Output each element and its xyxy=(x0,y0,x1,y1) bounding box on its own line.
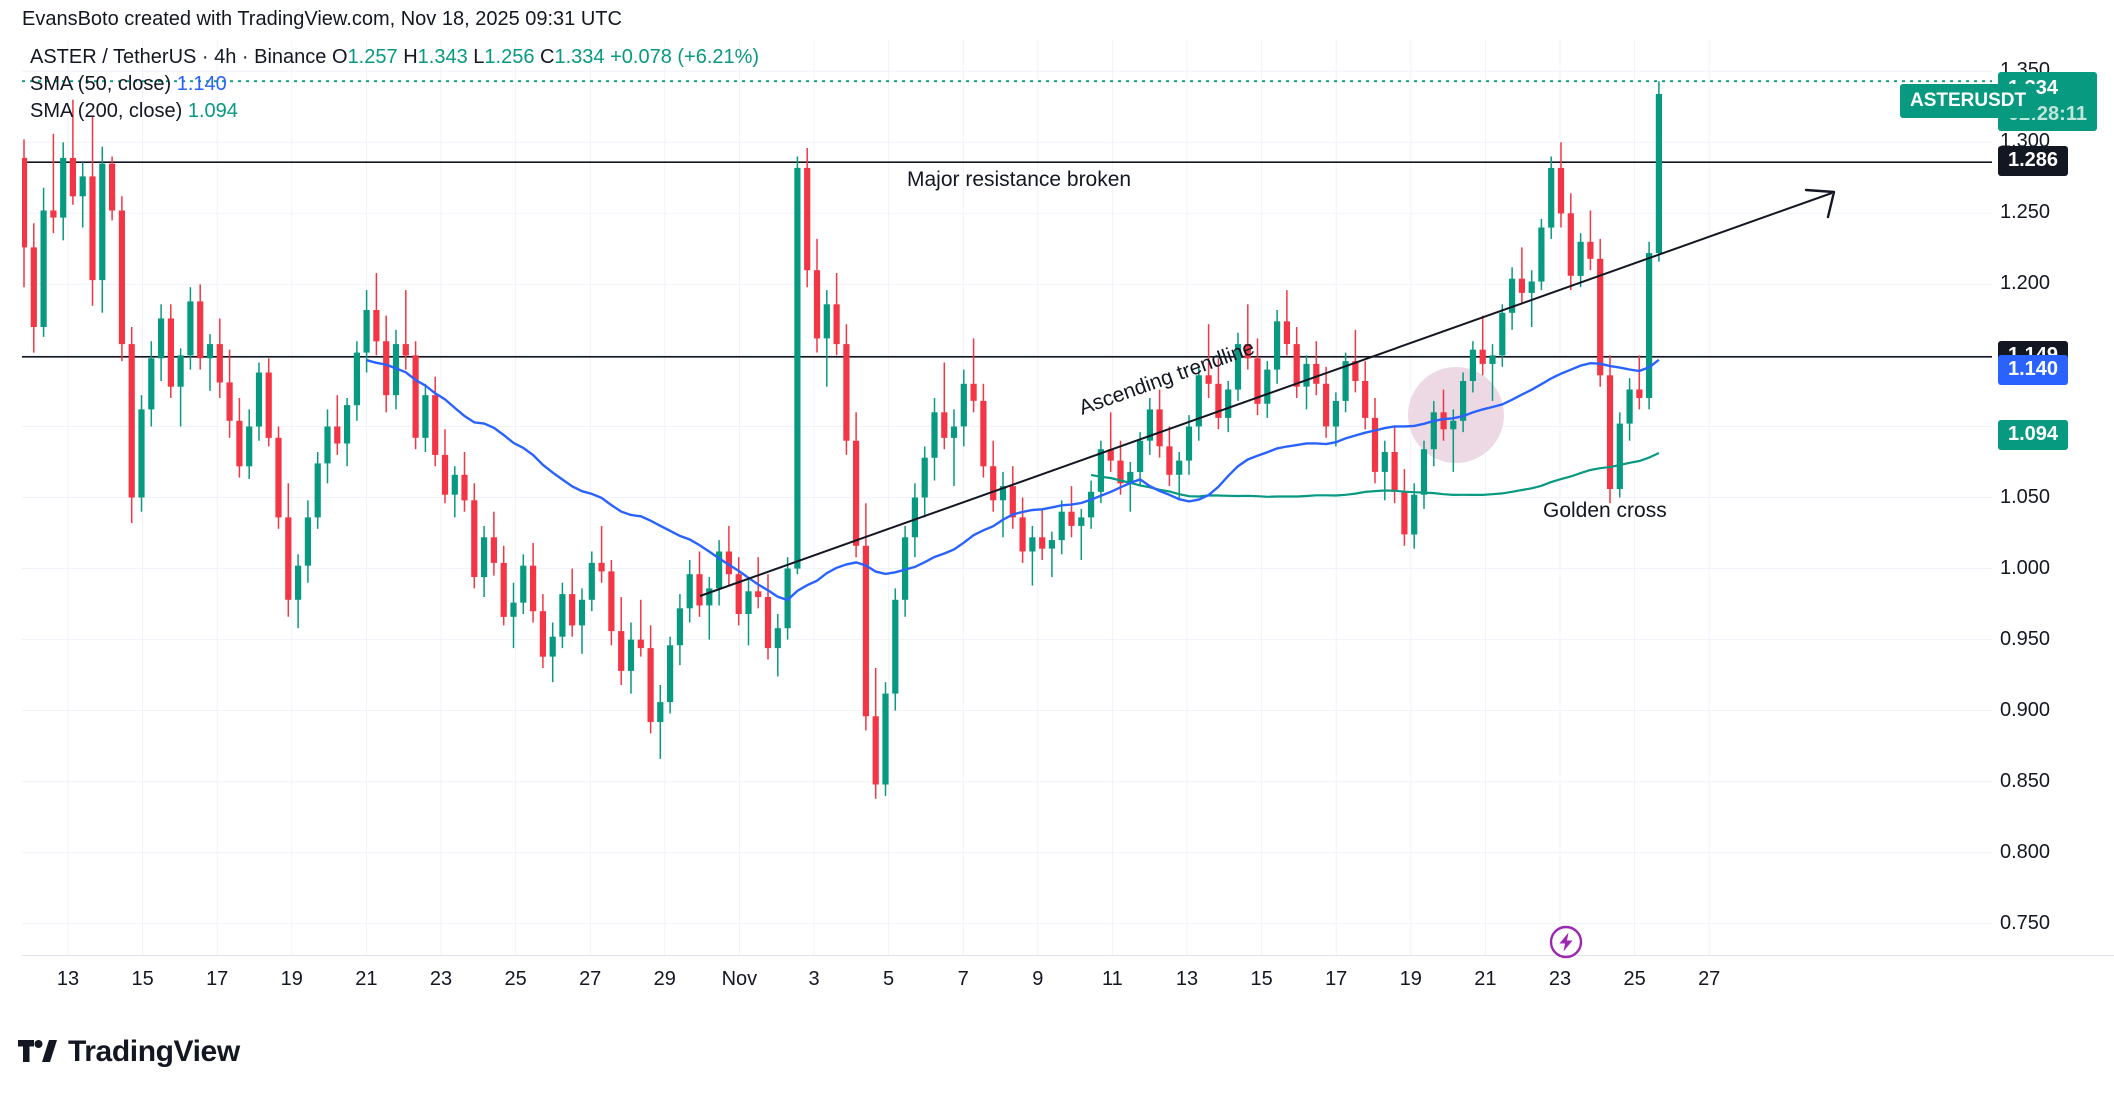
resistance-annotation: Major resistance broken xyxy=(907,168,1132,191)
horizontal-reference-lines xyxy=(22,161,1992,358)
sma200-price-label[interactable]: 1.094 xyxy=(1998,420,2069,450)
axis-separator xyxy=(1992,955,2114,956)
date-tick: 27 xyxy=(579,968,602,990)
date-tick: 27 xyxy=(1698,968,1721,990)
date-tick: 13 xyxy=(56,968,80,990)
price-tick: 0.900 xyxy=(2000,698,2051,721)
date-tick: 9 xyxy=(1032,968,1044,990)
tradingview-mark-icon xyxy=(18,1040,57,1062)
grid-lines xyxy=(22,40,1992,955)
golden-cross-highlight xyxy=(1408,367,1504,463)
date-tick: 15 xyxy=(1250,968,1273,990)
price-tick: 1.200 xyxy=(2000,272,2051,295)
sma200-line xyxy=(1090,452,1660,498)
tradingview-logo[interactable]: TradingView xyxy=(18,1035,240,1069)
symbol-badge[interactable]: ASTERUSDT xyxy=(1900,84,2037,118)
price-tick: 0.850 xyxy=(2000,769,2051,792)
lightning-bolt-icon[interactable] xyxy=(1548,924,1584,960)
date-tick: 11 xyxy=(1102,968,1123,990)
tradingview-wordmark: TradingView xyxy=(68,1035,240,1068)
date-tick: 21 xyxy=(355,968,378,990)
date-tick: 25 xyxy=(1623,968,1646,990)
ascending-trendline xyxy=(699,188,1836,597)
date-tick: 15 xyxy=(131,968,154,990)
date-tick: 29 xyxy=(653,968,676,990)
date-tick: 5 xyxy=(883,968,895,990)
date-tick: 3 xyxy=(808,968,820,990)
chart-frame[interactable]: Ascending trendline ASTER / TetherUS · 4… xyxy=(22,40,1992,955)
sma50-line xyxy=(366,358,1660,602)
date-tick: 25 xyxy=(504,968,527,990)
golden-cross-annotation: Golden cross xyxy=(1543,499,1667,522)
candles xyxy=(22,81,1662,799)
date-tick: 21 xyxy=(1474,968,1497,990)
date-tick: 19 xyxy=(1399,968,1422,990)
date-tick: 7 xyxy=(957,968,969,990)
price-tick: 1.000 xyxy=(2000,556,2051,579)
price-tick: 1.250 xyxy=(2000,201,2051,224)
price-axis[interactable]: 1.350 1.300 1.250 1.200 1.050 1.000 0.950 0.900… xyxy=(1992,40,2114,955)
date-tick: 23 xyxy=(1548,968,1572,990)
sma50-price-label[interactable]: 1.140 xyxy=(1998,354,2069,385)
date-tick: 17 xyxy=(206,968,229,990)
time-axis[interactable]: 13 15 17 19 21 23 25 27 29 Nov 3 5 7 9 11 13 15 17 19 21 23 2… xyxy=(22,955,1992,1002)
price-tick: 0.800 xyxy=(2000,840,2051,863)
price-tick: 1.050 xyxy=(2000,485,2051,508)
date-tick: 23 xyxy=(429,968,453,990)
price-tick: 0.750 xyxy=(2000,911,2051,934)
price-tick: 0.950 xyxy=(2000,627,2051,650)
date-tick: Nov xyxy=(721,968,758,990)
attribution-text: EvansBoto created with TradingView.com, … xyxy=(22,8,622,30)
chart-canvas: Ascending trendline xyxy=(22,40,1992,955)
price-plot-area[interactable]: Ascending trendline xyxy=(22,40,1992,955)
resistance-price-label[interactable]: 1.286 xyxy=(1998,146,2069,177)
date-tick: 19 xyxy=(280,968,303,990)
date-tick: 13 xyxy=(1175,968,1199,990)
date-tick: 17 xyxy=(1325,968,1348,990)
